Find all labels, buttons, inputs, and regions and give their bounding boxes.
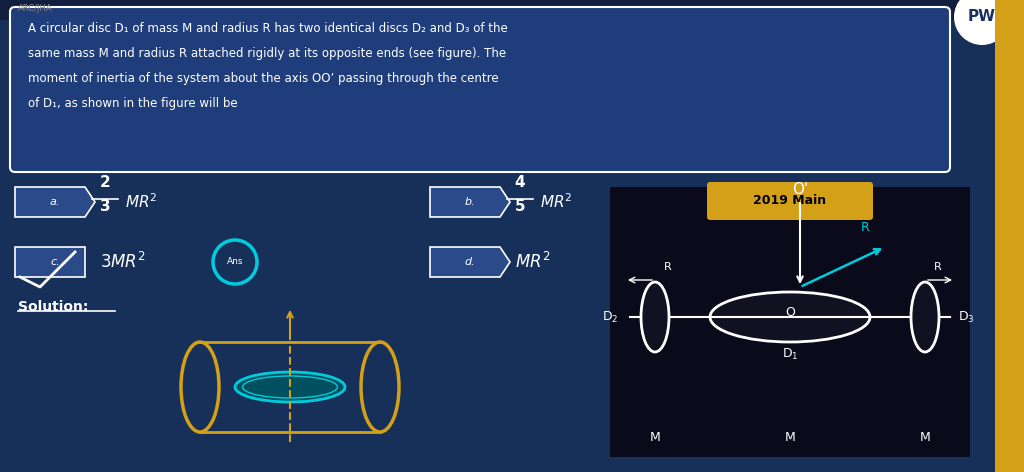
Text: D$_3$: D$_3$	[958, 310, 975, 325]
Polygon shape	[15, 247, 85, 277]
Text: a.: a.	[50, 197, 60, 207]
Text: 5: 5	[515, 199, 525, 214]
Text: $MR^2$: $MR^2$	[540, 193, 572, 211]
Text: Ans: Ans	[226, 258, 244, 267]
Text: M: M	[784, 431, 796, 444]
Text: $MR^2$: $MR^2$	[125, 193, 158, 211]
Text: D$_1$: D$_1$	[781, 347, 799, 362]
Text: O: O	[785, 305, 795, 319]
Circle shape	[954, 0, 1010, 45]
Text: of D₁, as shown in the figure will be: of D₁, as shown in the figure will be	[28, 97, 238, 110]
Ellipse shape	[911, 282, 939, 352]
Text: R: R	[665, 262, 672, 272]
Text: M: M	[649, 431, 660, 444]
Text: $MR^2$: $MR^2$	[515, 252, 550, 272]
Text: 4: 4	[515, 175, 525, 190]
Text: same mass M and radius R attached rigidly at its opposite ends (see figure). The: same mass M and radius R attached rigidl…	[28, 47, 506, 60]
Polygon shape	[15, 187, 95, 217]
Text: $3MR^2$: $3MR^2$	[100, 252, 146, 272]
FancyBboxPatch shape	[995, 0, 1024, 472]
Text: c.: c.	[50, 257, 59, 267]
Text: R: R	[860, 221, 869, 234]
Text: R: R	[934, 262, 942, 272]
Text: O': O'	[792, 182, 808, 197]
FancyBboxPatch shape	[0, 0, 1024, 20]
Text: 3: 3	[99, 199, 111, 214]
Text: 2: 2	[99, 175, 111, 190]
FancyBboxPatch shape	[707, 182, 873, 220]
FancyBboxPatch shape	[10, 7, 950, 172]
Ellipse shape	[641, 282, 669, 352]
Text: D$_2$: D$_2$	[602, 310, 618, 325]
Polygon shape	[430, 187, 510, 217]
Text: d.: d.	[465, 257, 475, 267]
Text: b.: b.	[465, 197, 475, 207]
Text: moment of inertia of the system about the axis OO’ passing through the centre: moment of inertia of the system about th…	[28, 72, 499, 85]
FancyBboxPatch shape	[610, 187, 970, 457]
Ellipse shape	[710, 292, 870, 342]
Polygon shape	[430, 247, 510, 277]
Text: PW: PW	[968, 9, 996, 25]
Text: ARC/JHA: ARC/JHA	[18, 4, 52, 13]
Text: Solution:: Solution:	[18, 300, 88, 314]
Text: M: M	[920, 431, 931, 444]
Text: A circular disc D₁ of mass M and radius R has two identical discs D₂ and D₃ of t: A circular disc D₁ of mass M and radius …	[28, 22, 508, 35]
Ellipse shape	[234, 372, 345, 402]
Text: 2019 Main: 2019 Main	[754, 194, 826, 208]
